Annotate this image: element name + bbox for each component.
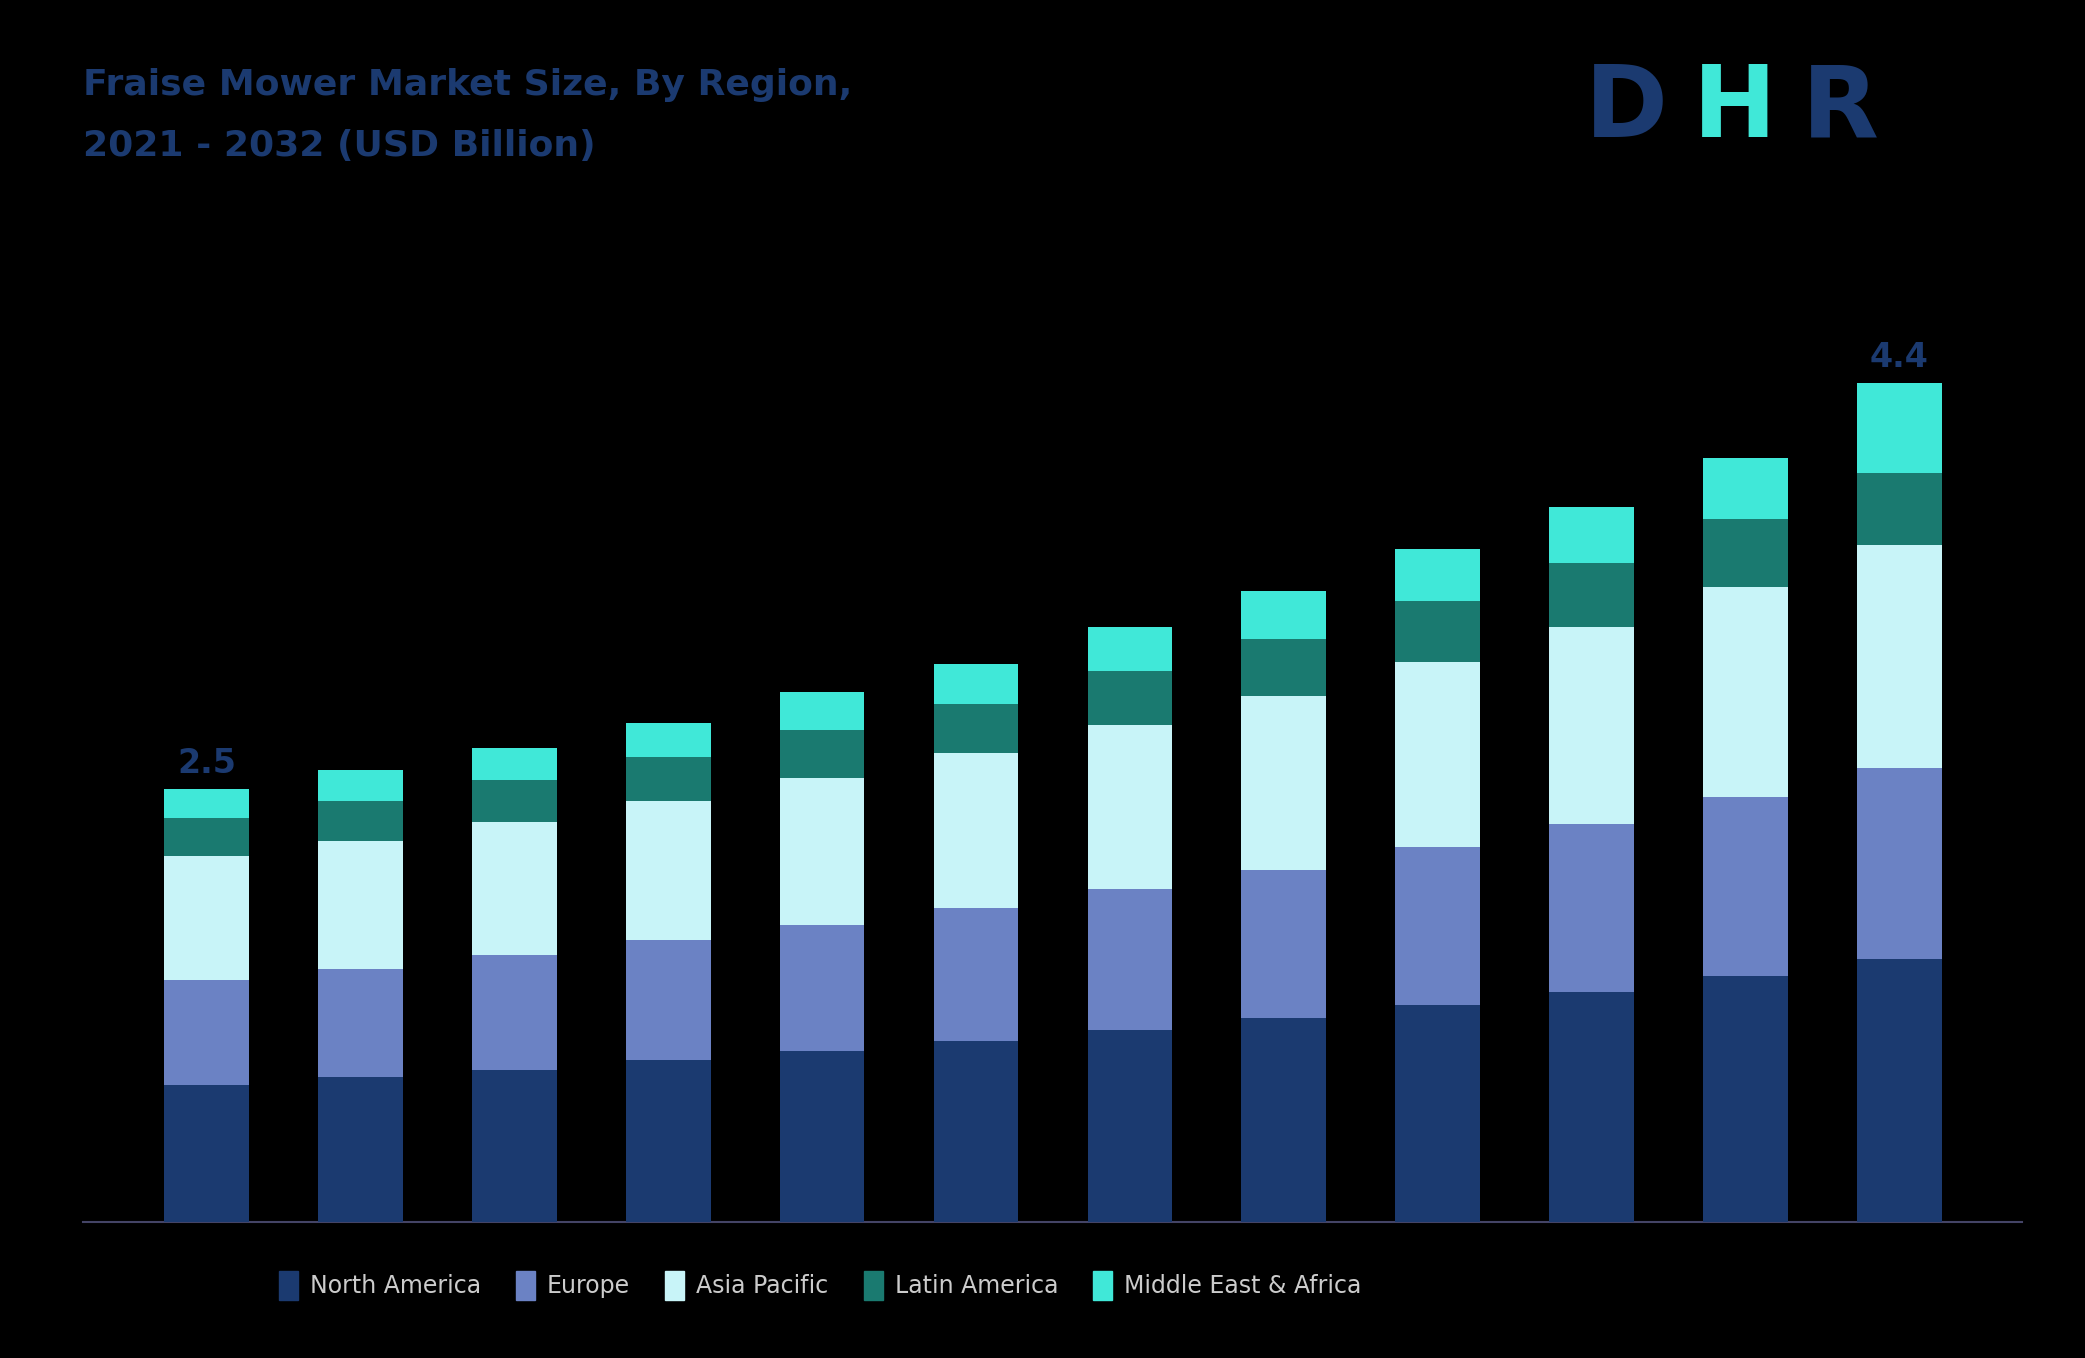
Bar bbox=[1395, 1005, 1480, 1222]
Bar bbox=[1858, 383, 1941, 473]
Bar bbox=[1858, 959, 1941, 1222]
Bar bbox=[1088, 671, 1172, 725]
Bar bbox=[1088, 725, 1172, 888]
Bar bbox=[934, 703, 1017, 754]
Bar bbox=[1703, 797, 1787, 976]
Text: H: H bbox=[1693, 61, 1776, 158]
Bar bbox=[780, 731, 865, 778]
Legend: North America, Europe, Asia Pacific, Latin America, Middle East & Africa: North America, Europe, Asia Pacific, Lat… bbox=[269, 1262, 1372, 1309]
Text: 4.4: 4.4 bbox=[1870, 341, 1929, 373]
Bar bbox=[319, 770, 402, 801]
Bar bbox=[626, 722, 711, 756]
Bar bbox=[1395, 600, 1480, 661]
Bar bbox=[626, 1061, 711, 1222]
Bar bbox=[934, 1042, 1017, 1222]
Bar bbox=[1241, 869, 1326, 1018]
Bar bbox=[934, 907, 1017, 1042]
Bar bbox=[1549, 991, 1635, 1222]
Text: Fraise Mower Market Size, By Region,: Fraise Mower Market Size, By Region, bbox=[83, 68, 853, 102]
Text: D: D bbox=[1585, 61, 1668, 158]
Bar bbox=[1858, 473, 1941, 546]
Text: 2021 - 2032 (USD Billion): 2021 - 2032 (USD Billion) bbox=[83, 129, 596, 163]
Bar bbox=[1395, 661, 1480, 846]
Bar bbox=[165, 818, 248, 856]
Bar bbox=[471, 1070, 557, 1222]
Bar bbox=[1549, 508, 1635, 562]
Bar bbox=[471, 955, 557, 1070]
Text: 2.5: 2.5 bbox=[177, 747, 236, 779]
Bar bbox=[626, 756, 711, 801]
Bar bbox=[1241, 1018, 1326, 1222]
Bar bbox=[319, 801, 402, 841]
Bar bbox=[319, 841, 402, 968]
Bar bbox=[1241, 591, 1326, 638]
Bar bbox=[1088, 1029, 1172, 1222]
Bar bbox=[1703, 976, 1787, 1222]
Bar bbox=[1549, 562, 1635, 627]
Bar bbox=[1241, 638, 1326, 697]
Text: R: R bbox=[1801, 61, 1879, 158]
Bar bbox=[934, 664, 1017, 703]
Bar bbox=[780, 925, 865, 1051]
Bar bbox=[1395, 549, 1480, 600]
Bar bbox=[1703, 588, 1787, 797]
Bar bbox=[471, 779, 557, 822]
Bar bbox=[165, 789, 248, 818]
Bar bbox=[626, 801, 711, 940]
Bar bbox=[1703, 458, 1787, 519]
Bar bbox=[165, 856, 248, 980]
Bar bbox=[1088, 888, 1172, 1029]
Bar bbox=[319, 968, 402, 1077]
Bar bbox=[1241, 697, 1326, 869]
Bar bbox=[1858, 546, 1941, 769]
Bar bbox=[471, 822, 557, 955]
Bar bbox=[1088, 627, 1172, 671]
Bar bbox=[1549, 627, 1635, 824]
Bar bbox=[780, 693, 865, 731]
Bar bbox=[934, 754, 1017, 907]
Bar bbox=[780, 1051, 865, 1222]
Bar bbox=[1395, 846, 1480, 1005]
Bar bbox=[780, 778, 865, 925]
Bar bbox=[471, 747, 557, 779]
Bar bbox=[1858, 769, 1941, 959]
Bar bbox=[1703, 519, 1787, 588]
Bar bbox=[165, 1085, 248, 1222]
Bar bbox=[319, 1077, 402, 1222]
Bar bbox=[1549, 824, 1635, 991]
Bar bbox=[626, 940, 711, 1061]
Bar bbox=[165, 980, 248, 1085]
